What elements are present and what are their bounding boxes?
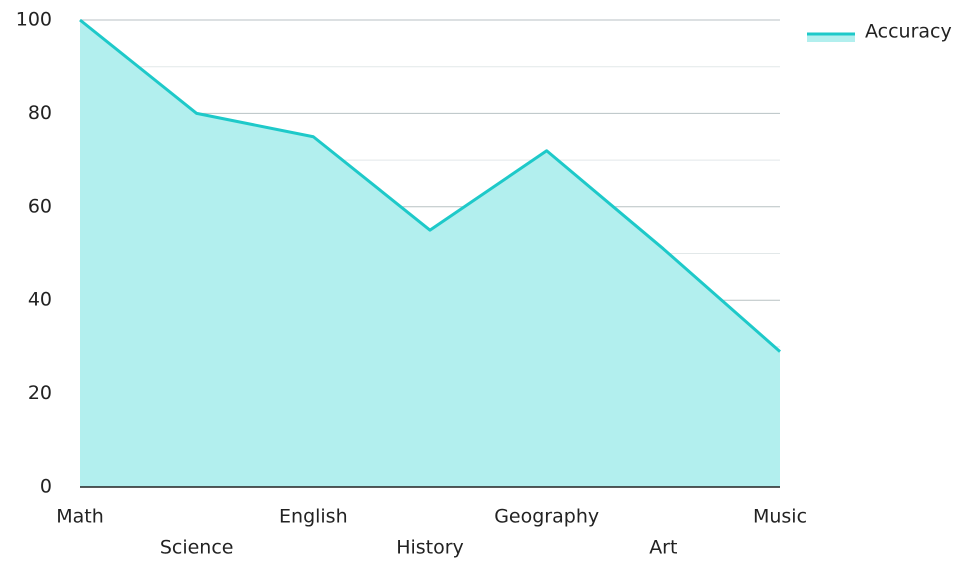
legend-swatch (807, 34, 855, 42)
area-fill (80, 20, 780, 487)
x-tick-label: Art (649, 537, 677, 559)
x-tick-label: Science (160, 537, 234, 559)
x-tick-label: History (396, 537, 464, 559)
legend-label: Accuracy (865, 21, 952, 43)
y-tick-label: 40 (28, 289, 52, 311)
y-tick-label: 60 (28, 195, 52, 217)
y-tick-label: 0 (40, 476, 52, 498)
y-tick-label: 100 (16, 9, 52, 31)
x-tick-label: Music (753, 506, 807, 528)
y-tick-label: 80 (28, 102, 52, 124)
x-tick-label: English (279, 506, 348, 528)
area-line (79, 18, 781, 353)
y-tick-label: 20 (28, 382, 52, 404)
x-tick-label: Geography (494, 506, 599, 528)
x-tick-label: Math (56, 506, 104, 528)
